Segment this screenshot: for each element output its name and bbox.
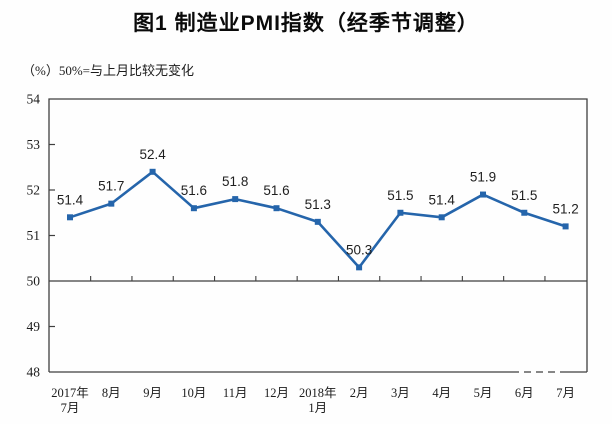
data-point-marker bbox=[149, 168, 156, 175]
data-point-marker bbox=[67, 214, 73, 221]
data-point-label: 51.2 bbox=[552, 201, 578, 216]
y-tick-label: 53 bbox=[27, 137, 41, 152]
x-tick-label: 10月 bbox=[181, 386, 206, 400]
data-point-label: 51.6 bbox=[263, 183, 289, 198]
plot-frame bbox=[48, 98, 588, 372]
data-point-marker bbox=[108, 200, 115, 207]
data-point-marker bbox=[232, 196, 239, 203]
data-point-label: 51.3 bbox=[305, 197, 331, 212]
data-point-label: 51.5 bbox=[511, 188, 537, 203]
x-tick-label: 11月 bbox=[223, 386, 248, 400]
y-tick-label: 50 bbox=[27, 274, 41, 289]
data-point-label: 51.9 bbox=[470, 170, 496, 185]
x-tick-label: 8月 bbox=[102, 386, 121, 400]
data-point-label: 51.6 bbox=[181, 183, 207, 198]
data-point-marker bbox=[314, 218, 321, 225]
data-point-marker bbox=[356, 264, 363, 271]
y-tick-label: 51 bbox=[27, 228, 41, 243]
x-tick-label: 7月 bbox=[556, 386, 575, 400]
chart-title: 图1 制造业PMI指数（经季节调整） bbox=[133, 12, 479, 35]
x-tick-label: 2017年 bbox=[51, 386, 89, 400]
data-point-marker bbox=[397, 209, 404, 216]
data-point-marker bbox=[190, 205, 197, 212]
y-tick-label: 52 bbox=[27, 183, 41, 198]
x-tick-label: 12月 bbox=[264, 386, 289, 400]
y-tick-label: 48 bbox=[27, 365, 41, 380]
x-tick-label: 7月 bbox=[61, 401, 80, 415]
x-tick-label: 5月 bbox=[474, 386, 493, 400]
x-tick-label: 1月 bbox=[308, 401, 327, 415]
x-tick-label: 6月 bbox=[515, 386, 534, 400]
data-point-label: 51.8 bbox=[222, 174, 248, 189]
data-point-label: 51.4 bbox=[429, 192, 456, 207]
y-axis-unit-note: （%）50%=与上月比较无变化 bbox=[22, 63, 194, 78]
data-point-label: 50.3 bbox=[346, 242, 372, 257]
x-tick-label: 3月 bbox=[391, 386, 410, 400]
data-point-label: 52.4 bbox=[139, 147, 166, 162]
data-point-label: 51.7 bbox=[98, 179, 124, 194]
data-point-marker bbox=[521, 209, 528, 216]
data-point-label: 51.5 bbox=[387, 188, 413, 203]
data-point-marker bbox=[480, 191, 486, 198]
data-point-marker bbox=[562, 223, 569, 230]
x-tick-label: 2018年 bbox=[299, 386, 337, 400]
x-tick-label: 9月 bbox=[143, 386, 162, 400]
data-point-marker bbox=[273, 205, 280, 212]
y-tick-label: 49 bbox=[27, 319, 41, 334]
data-point-label: 51.4 bbox=[57, 192, 84, 207]
y-tick-label: 54 bbox=[27, 92, 41, 107]
x-tick-label: 4月 bbox=[432, 386, 451, 400]
x-tick-label: 2月 bbox=[350, 386, 369, 400]
data-point-marker bbox=[438, 214, 445, 221]
